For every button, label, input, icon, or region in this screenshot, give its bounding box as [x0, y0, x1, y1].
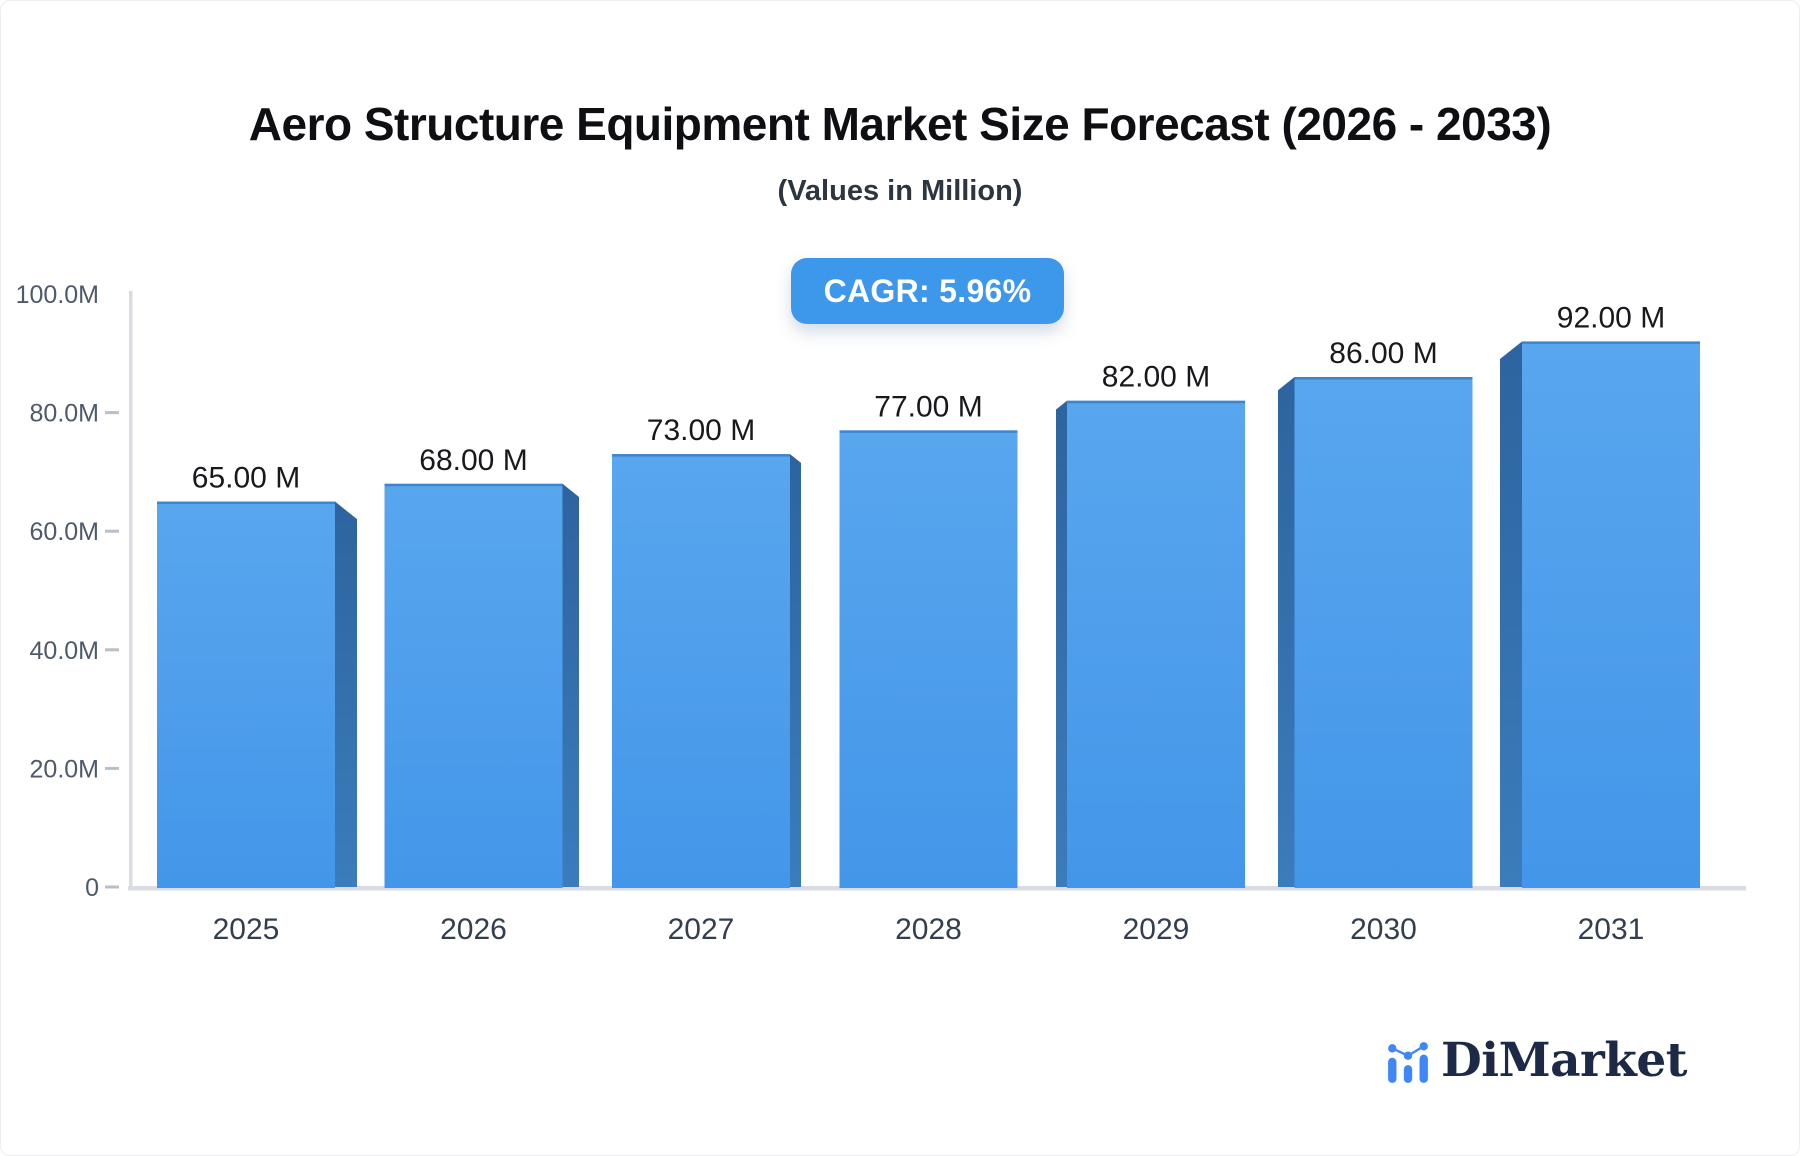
x-axis-category-label: 2031 — [1578, 913, 1645, 946]
y-axis-line — [129, 291, 133, 887]
x-axis-category-label: 2027 — [668, 913, 735, 946]
bar-2031: 92.00 M — [1500, 301, 1700, 888]
y-axis-tick — [105, 885, 119, 889]
bar-side-face — [562, 483, 579, 887]
bar-2030: 86.00 M — [1278, 337, 1473, 888]
y-axis-tick-label: 80.0M — [30, 400, 99, 428]
bar-value-label: 65.00 M — [192, 462, 300, 495]
bar-2028: 77.00 M — [839, 390, 1018, 888]
x-axis-category-label: 2030 — [1350, 913, 1417, 946]
bar-front-face — [1522, 341, 1700, 888]
dimarket-logo: DiMarket — [1386, 1033, 1688, 1088]
x-axis-category-label: 2025 — [213, 913, 280, 946]
cagr-badge: CAGR: 5.96% — [791, 258, 1064, 324]
y-axis-tick-label: 60.0M — [30, 518, 99, 546]
chart-title: Aero Structure Equipment Market Size For… — [248, 98, 1552, 150]
bar-front-face — [839, 430, 1018, 888]
y-axis-tick-label: 20.0M — [30, 755, 99, 783]
bar-front-face — [157, 501, 335, 888]
bar-value-label: 68.00 M — [419, 444, 527, 477]
bar-2025: 65.00 M — [157, 462, 357, 888]
dimarket-logo-text: DiMarket — [1440, 1033, 1688, 1088]
bar-top-edge — [384, 483, 563, 487]
bar-side-face — [335, 501, 357, 887]
bar-top-edge — [1067, 400, 1245, 404]
bar-top-edge — [839, 430, 1018, 433]
bar-top-edge — [157, 501, 335, 505]
bar-value-label: 82.00 M — [1102, 361, 1210, 394]
y-axis-tick-label: 0 — [85, 874, 99, 902]
cagr-badge-label: CAGR: 5.96% — [823, 272, 1032, 309]
bar-value-label: 86.00 M — [1329, 337, 1437, 370]
y-axis-tick — [105, 411, 119, 415]
y-axis-tick — [105, 529, 119, 533]
bar-front-face — [384, 483, 563, 888]
bar-front-face — [1067, 400, 1245, 888]
x-axis-line — [128, 886, 1746, 891]
bar-front-face — [1294, 377, 1473, 888]
bar-2029: 82.00 M — [1056, 361, 1245, 888]
bar-2026: 68.00 M — [384, 444, 579, 888]
bar-side-face — [1278, 377, 1295, 887]
y-axis-tick-label: 40.0M — [30, 637, 99, 665]
chart-subtitle: (Values in Million) — [777, 175, 1023, 207]
mini-bar-chart-logo-icon — [1388, 1041, 1428, 1083]
bar-side-face — [790, 454, 801, 887]
y-axis-tick-label: 100.0M — [16, 281, 99, 309]
bar-2027: 73.00 M — [612, 414, 801, 888]
bar-value-label: 77.00 M — [874, 390, 982, 423]
bar-top-edge — [612, 454, 790, 457]
bar-value-label: 73.00 M — [647, 414, 755, 447]
bar-top-edge — [1522, 341, 1700, 344]
bar-side-face — [1500, 341, 1522, 887]
x-axis-category-label: 2029 — [1123, 913, 1190, 946]
x-axis-category-label: 2026 — [440, 913, 507, 946]
y-axis-tick — [105, 648, 119, 652]
bar-top-edge — [1294, 377, 1473, 380]
y-axis-tick — [105, 766, 119, 770]
bar-front-face — [612, 454, 790, 888]
x-axis-category-label: 2028 — [895, 913, 962, 946]
bar-value-label: 92.00 M — [1557, 301, 1665, 334]
bar-side-face — [1056, 400, 1067, 887]
